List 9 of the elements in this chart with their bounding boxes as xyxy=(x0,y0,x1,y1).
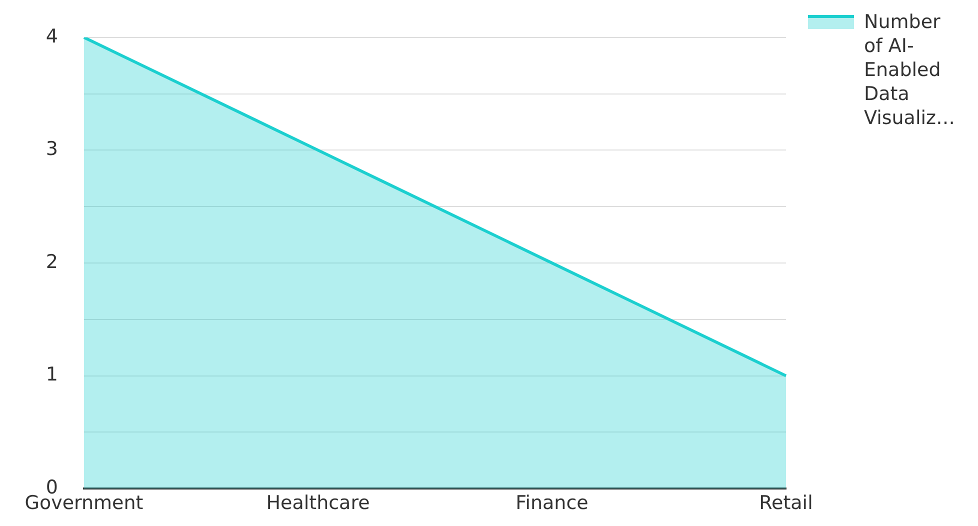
legend-label: Number of AI-Enabled Data Visualiz… xyxy=(864,10,956,130)
x-tick-label: Finance xyxy=(516,492,588,514)
x-tick-label: Retail xyxy=(759,492,813,514)
y-tick-label: 1 xyxy=(46,364,58,386)
y-tick-label: 4 xyxy=(46,25,58,48)
y-tick-label: 0 xyxy=(46,476,58,499)
x-tick-label: Healthcare xyxy=(266,492,370,514)
y-tick-label: 3 xyxy=(46,138,58,160)
y-tick-label: 2 xyxy=(46,250,58,273)
